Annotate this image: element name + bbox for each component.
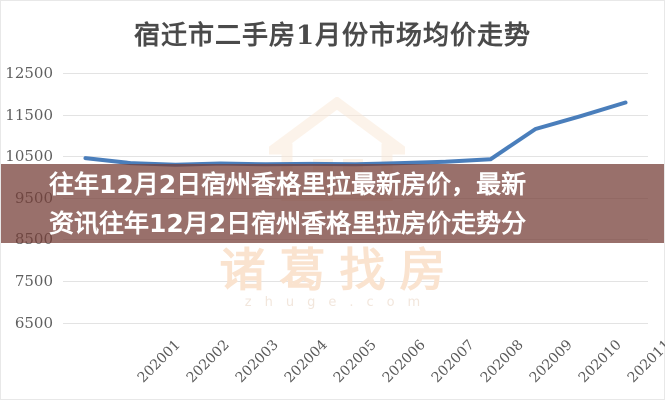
x-axis-tick: 202009 <box>526 337 576 387</box>
y-axis-tick: 10500 <box>5 147 53 165</box>
overlay-headline-banner: 往年12月2日宿州香格里拉最新房价，最新 资讯往年12月2日宿州香格里拉房价走势… <box>1 164 664 243</box>
overlay-headline-line-2: 资讯往年12月2日宿州香格里拉房价走势分 <box>49 208 527 238</box>
x-axis-tick: 202010 <box>575 337 625 387</box>
y-axis-tick: 6500 <box>14 313 53 332</box>
gridline <box>63 156 648 157</box>
overlay-headline-line-1: 往年12月2日宿州香格里拉最新房价，最新 <box>49 169 527 199</box>
x-axis-labels: 202001 202002 202003 202004 202005 20200… <box>63 337 665 399</box>
x-axis-tick: 202007 <box>428 337 478 387</box>
x-axis-tick: 202006 <box>379 337 429 387</box>
y-axis-tick: 12500 <box>5 64 53 82</box>
x-axis-tick: 202001 <box>134 337 184 387</box>
y-axis-tick: 11500 <box>5 105 53 124</box>
x-axis-tick: 202002 <box>183 337 233 387</box>
x-axis-tick: 202004 <box>281 337 331 387</box>
x-axis-tick: 202008 <box>477 337 527 387</box>
overlay-headline: 往年12月2日宿州香格里拉最新房价，最新 资讯往年12月2日宿州香格里拉房价走势… <box>49 165 526 243</box>
y-axis-tick: 7500 <box>14 272 53 290</box>
x-axis-tick: 202003 <box>232 337 282 387</box>
gridline <box>63 281 648 282</box>
gridline <box>63 114 648 116</box>
x-axis-tick: 202011 <box>624 337 665 387</box>
gridline <box>63 322 648 324</box>
gridline <box>63 73 648 74</box>
page-title: 宿迁市二手房1月份市场均价走势 <box>133 21 532 51</box>
x-axis-tick: 202005 <box>330 337 380 387</box>
